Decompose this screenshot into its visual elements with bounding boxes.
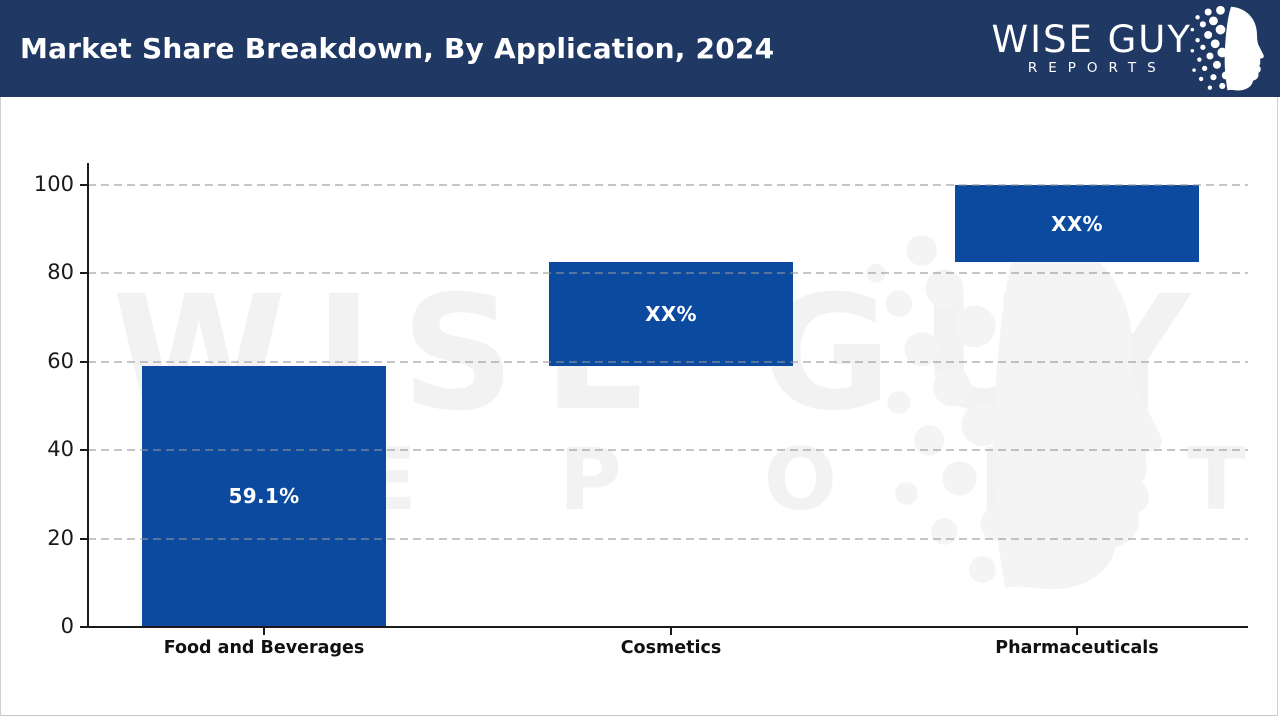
y-tick-mark (80, 537, 87, 540)
wiseguy-head-icon (1190, 5, 1264, 90)
y-tick-label: 100 (33, 172, 74, 196)
x-tick-mark (670, 628, 672, 635)
y-tick-label: 40 (47, 437, 74, 462)
x-tick-mark (1076, 628, 1078, 635)
watermark-head-icon (866, 223, 1162, 590)
waterfall-bar: XX% (549, 262, 793, 366)
y-axis-line (87, 163, 89, 628)
y-tick-mark (80, 272, 87, 275)
y-tick-label: 0 (60, 614, 74, 638)
x-category-label: Pharmaceuticals (995, 638, 1159, 658)
y-tick-mark (80, 449, 87, 452)
header-band: Market Share Breakdown, By Application, … (0, 0, 1280, 97)
gridline (88, 360, 1248, 363)
bar-value-label: 59.1% (228, 484, 300, 509)
gridline (88, 184, 1248, 186)
y-tick-mark (80, 360, 87, 363)
logo-wordmark: WISE GUY (991, 17, 1192, 61)
y-tick-label: 80 (47, 260, 74, 285)
waterfall-bar: XX% (955, 185, 1199, 263)
x-category-label: Food and Beverages (163, 638, 365, 658)
x-category-label: Cosmetics (620, 638, 722, 658)
gridline (88, 272, 1248, 275)
y-tick-mark (80, 626, 87, 628)
waterfall-bar: 59.1% (142, 365, 386, 627)
y-tick-label: 20 (47, 525, 74, 550)
y-tick-mark (80, 184, 87, 186)
logo-subtitle: REPORTS (1027, 60, 1167, 77)
wiseguy-logo: WISE GUY REPORTS (992, 5, 1270, 93)
x-axis-line (87, 626, 1248, 628)
bar-value-label: XX% (1051, 211, 1103, 236)
chart-title: Market Share Breakdown, By Application, … (20, 32, 775, 65)
gridline (88, 537, 1248, 540)
gridline (88, 449, 1248, 452)
x-tick-mark (263, 628, 265, 635)
y-tick-label: 60 (47, 348, 74, 373)
wiseguy-logo-text: WISE GUY REPORTS (991, 17, 1192, 77)
bar-value-label: XX% (645, 302, 697, 327)
